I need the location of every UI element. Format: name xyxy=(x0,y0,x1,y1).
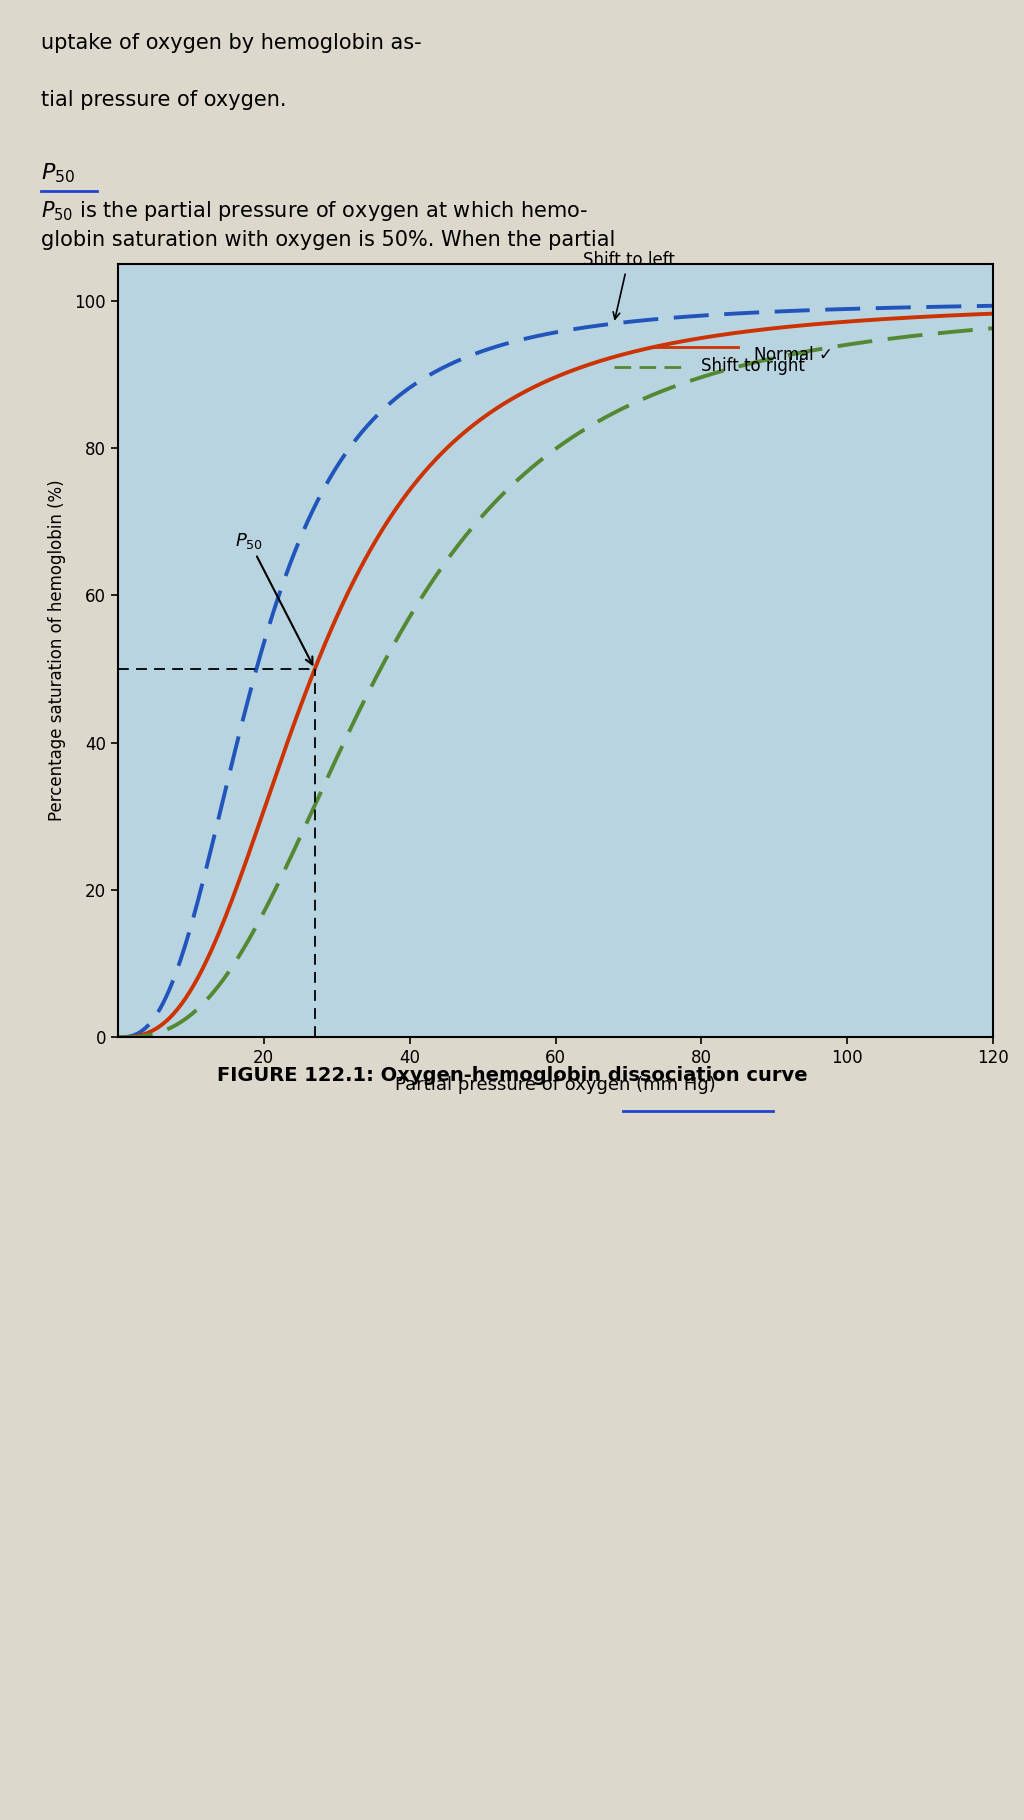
Text: $P_{50}$: $P_{50}$ xyxy=(41,162,75,186)
Text: uptake of oxygen by hemoglobin as-: uptake of oxygen by hemoglobin as- xyxy=(41,33,422,53)
X-axis label: Partial pressure of oxygen (mm Hg): Partial pressure of oxygen (mm Hg) xyxy=(395,1076,716,1094)
Text: Shift to left: Shift to left xyxy=(583,251,675,318)
Text: Normal $\checkmark$: Normal $\checkmark$ xyxy=(753,346,831,364)
Text: tial pressure of oxygen.: tial pressure of oxygen. xyxy=(41,91,287,111)
Text: FIGURE 122.1: Oxygen-hemoglobin dissociation curve: FIGURE 122.1: Oxygen-hemoglobin dissocia… xyxy=(217,1067,807,1085)
Text: Shift to right: Shift to right xyxy=(701,357,805,375)
Text: $P_{50}$ is the partial pressure of oxygen at which hemo-
globin saturation with: $P_{50}$ is the partial pressure of oxyg… xyxy=(41,198,615,249)
Y-axis label: Percentage saturation of hemoglobin (%): Percentage saturation of hemoglobin (%) xyxy=(48,480,66,821)
Text: $P_{50}$: $P_{50}$ xyxy=(236,531,312,664)
